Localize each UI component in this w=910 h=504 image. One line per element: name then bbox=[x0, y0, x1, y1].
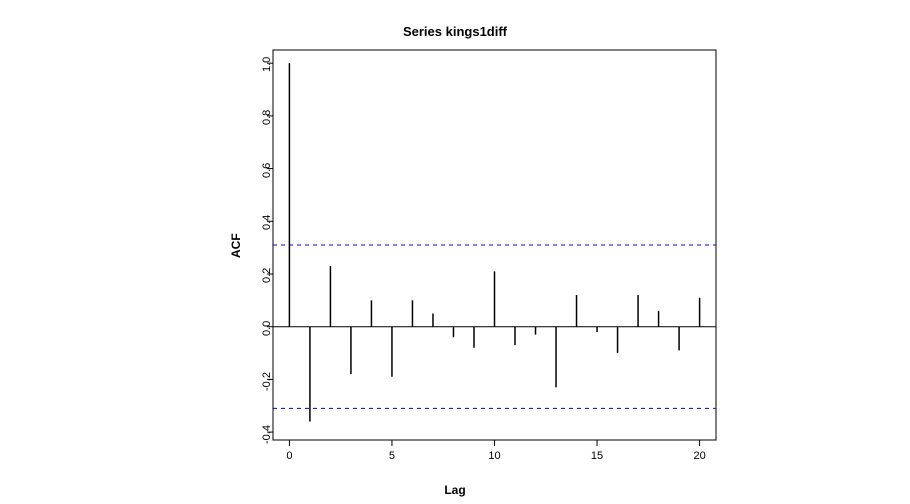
x-tick-label: 5 bbox=[372, 450, 412, 462]
acf-figure: Series kings1diff Lag ACF 05101520-0.4-0… bbox=[0, 0, 910, 504]
y-tick-label: 0.2 bbox=[261, 268, 273, 283]
x-tick-label: 10 bbox=[475, 450, 515, 462]
y-tick-label: 0.8 bbox=[261, 110, 273, 125]
x-tick-label: 20 bbox=[680, 450, 720, 462]
plot-svg bbox=[0, 0, 910, 504]
y-tick-label: -0.4 bbox=[261, 425, 273, 444]
y-tick-label: 0.0 bbox=[261, 320, 273, 335]
y-tick-label: 0.4 bbox=[261, 215, 273, 230]
y-tick-label: -0.2 bbox=[261, 373, 273, 392]
y-tick-label: 1.0 bbox=[261, 57, 273, 72]
x-tick-label: 15 bbox=[577, 450, 617, 462]
x-tick-label: 0 bbox=[269, 450, 309, 462]
y-tick-label: 0.6 bbox=[261, 162, 273, 177]
